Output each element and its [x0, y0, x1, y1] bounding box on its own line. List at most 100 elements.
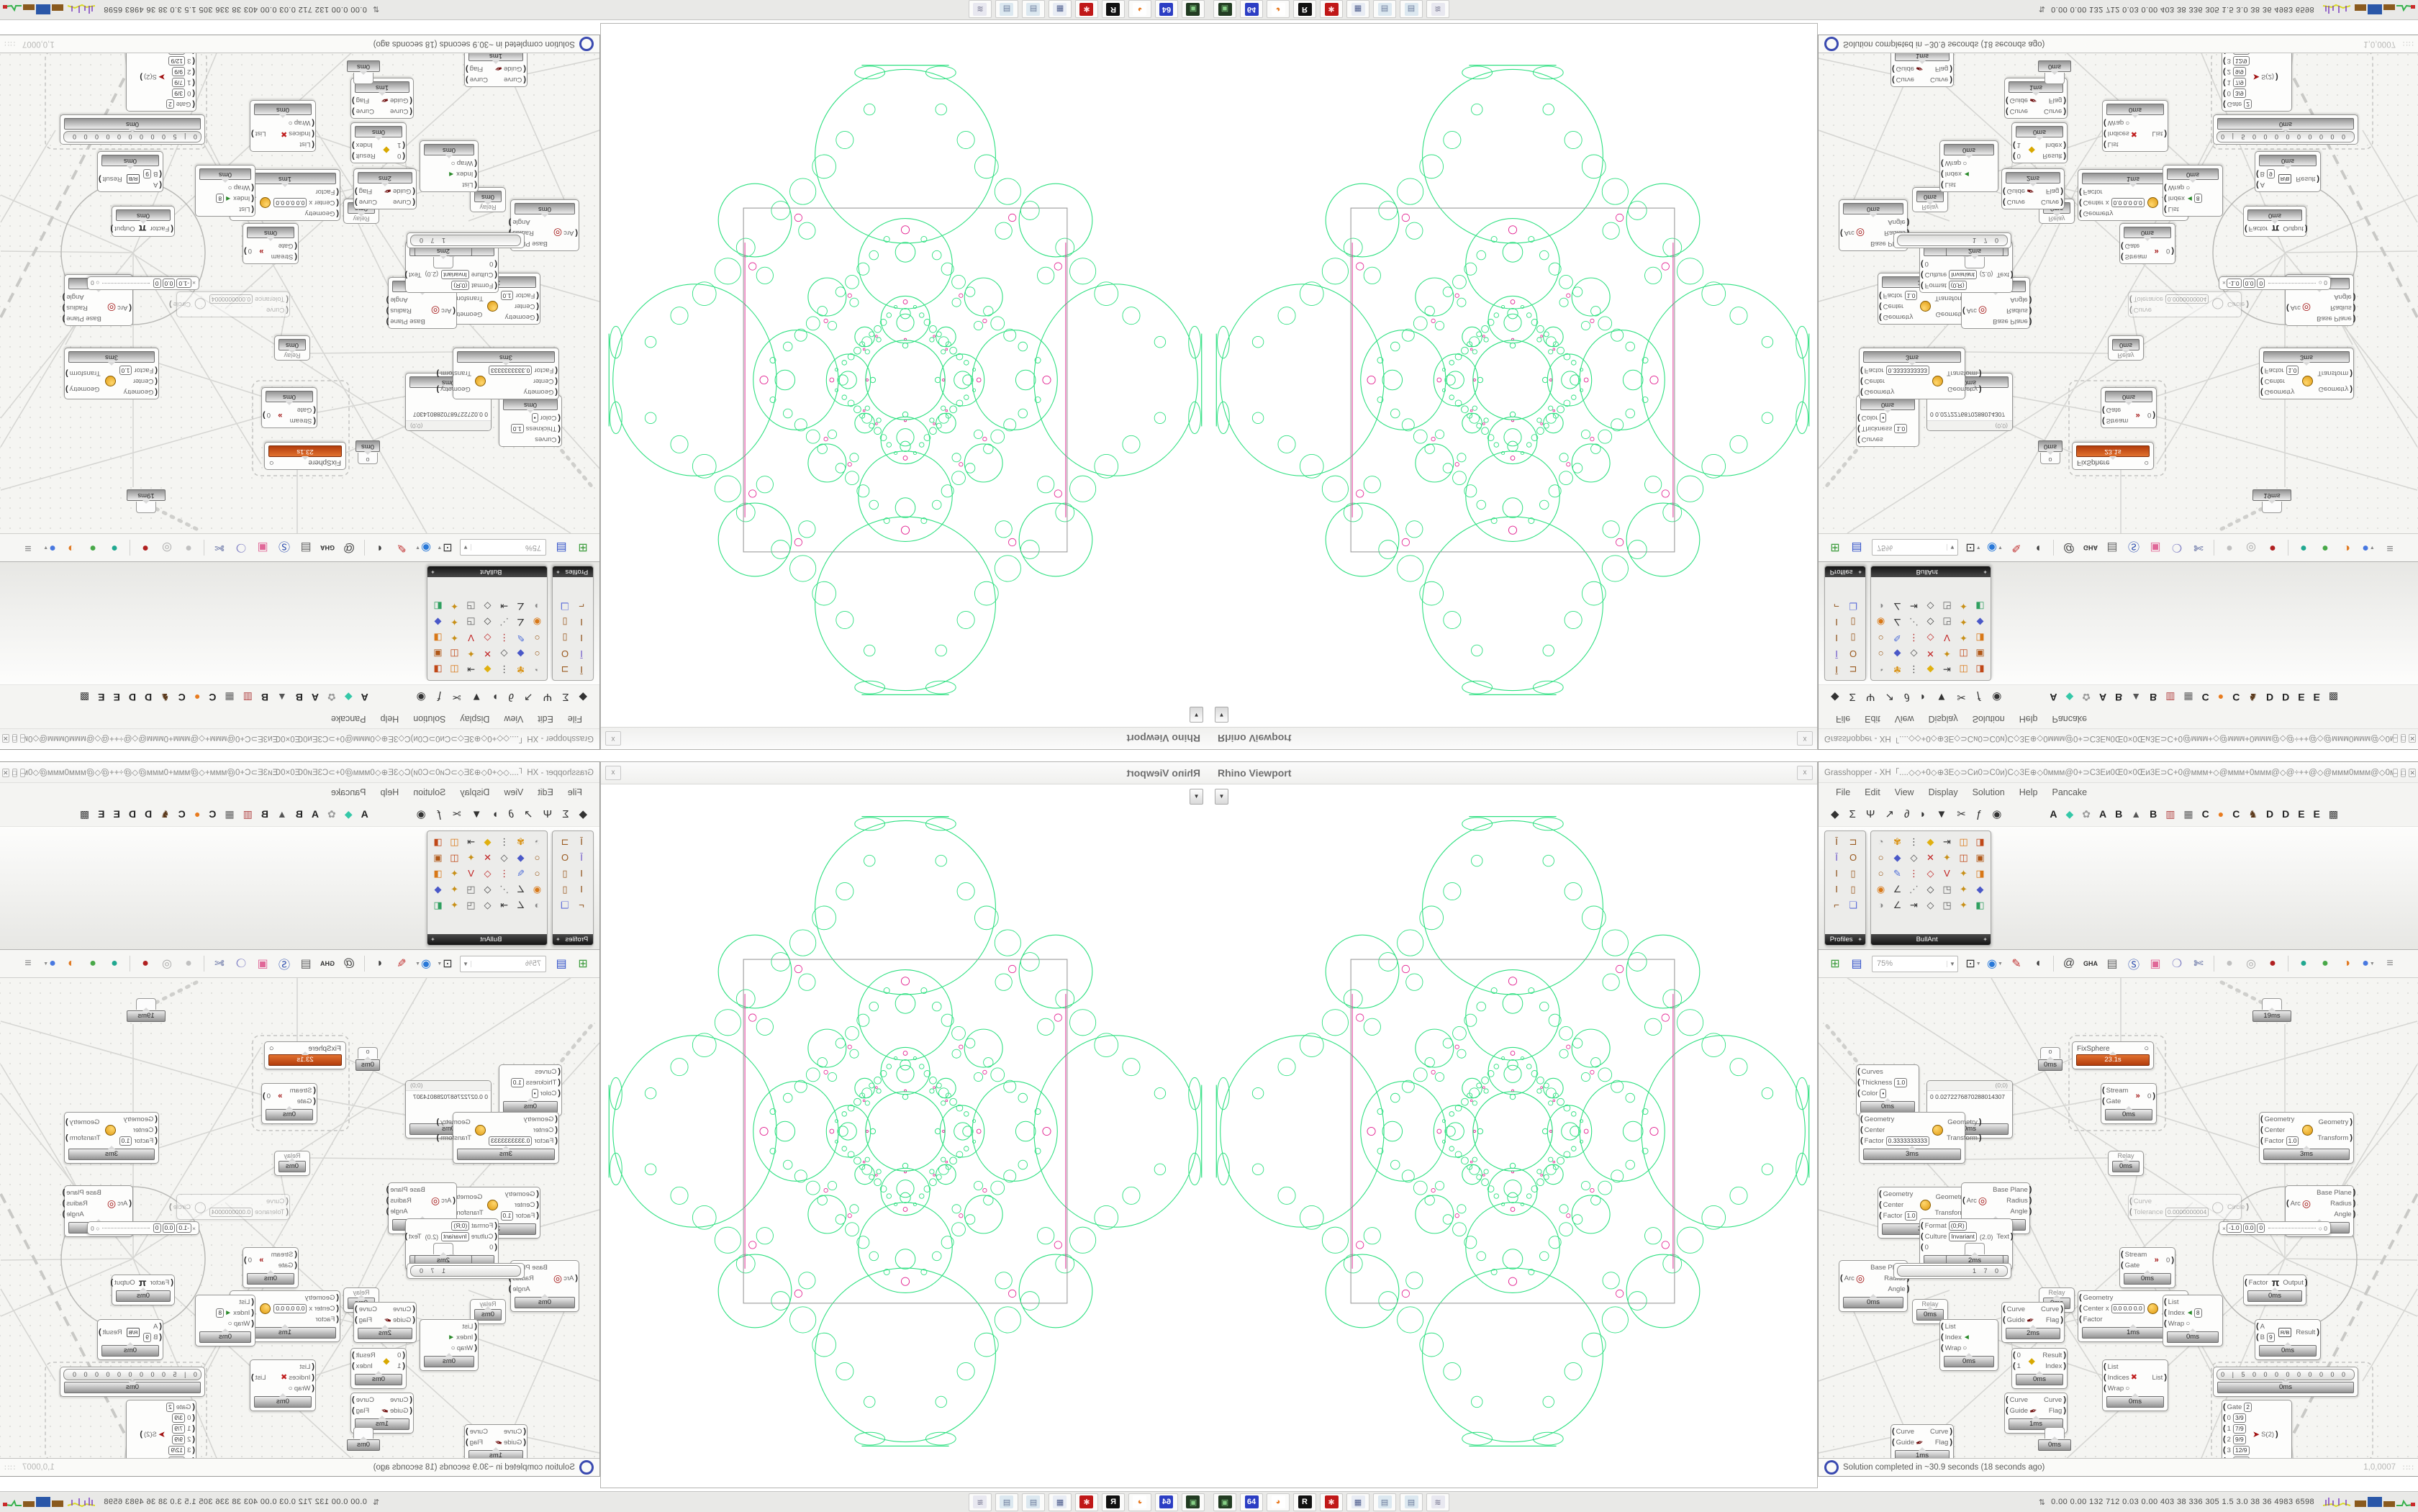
value-box[interactable]: ▪	[1880, 413, 1887, 422]
output-port[interactable]: Radius)	[2315, 1198, 2355, 1209]
output-port[interactable]: Geometry)	[1945, 384, 1981, 394]
rhino-viewport-canvas[interactable]: ▼	[1209, 24, 1817, 727]
toolbar-button-22[interactable]: ◑	[68, 957, 75, 969]
category-tab-icon-0[interactable]: ◆	[579, 807, 587, 820]
input-port[interactable]: (Factor 1.0	[500, 1210, 539, 1221]
input-port[interactable]: (Color ▪	[510, 1088, 561, 1099]
output-port[interactable]: List)	[2151, 128, 2167, 139]
output-port[interactable]: Base Plane)	[386, 316, 427, 327]
input-port[interactable]: (Curve	[2003, 1304, 2034, 1315]
input-port[interactable]: (Color ▪	[1857, 1088, 1908, 1099]
value-box[interactable]: 0	[2257, 279, 2265, 288]
palette-component-icon[interactable]: ⋰	[499, 617, 509, 628]
category-tab-icon-7[interactable]: ✂	[1957, 807, 1966, 820]
value-box[interactable]: 1.0	[1894, 1078, 1908, 1087]
palette-component-icon[interactable]: ⇥	[1910, 601, 1918, 612]
menu-item-edit[interactable]: Edit	[1865, 787, 1880, 797]
toolbar-button-13[interactable]: ❍	[235, 541, 247, 553]
palette-component-icon[interactable]: ✦	[1960, 601, 1968, 612]
value-box[interactable]: 15/9	[168, 1457, 186, 1458]
toolbar-button-21[interactable]: ●	[2322, 542, 2329, 554]
input-port[interactable]: (1	[2013, 1361, 2022, 1372]
value-box[interactable]: 0.0000000004	[2165, 294, 2209, 304]
palette-component-icon[interactable]: ◨	[1975, 633, 1985, 644]
category-tab-icon-1[interactable]: Σ	[562, 807, 569, 820]
input-port[interactable]: (Index ◄	[1941, 1332, 1970, 1343]
toolbar-button-23[interactable]: ● ▼	[2362, 542, 2375, 554]
palette-component-icon[interactable]: ✦	[1943, 648, 1951, 660]
input-port[interactable]: (Curve	[381, 1395, 412, 1405]
value-box[interactable]: 1.0	[1904, 291, 1918, 300]
category-tab-icon-3[interactable]: ↗	[524, 691, 533, 704]
palette-component-icon[interactable]: ✦	[1960, 883, 1968, 895]
palette-component-icon[interactable]: ✕	[1926, 851, 1934, 863]
category-tab-icon-6[interactable]: ▼	[471, 691, 482, 704]
palette-component-icon[interactable]: I	[580, 633, 583, 643]
toolbar-button-14[interactable]: ✄	[214, 958, 225, 970]
input-port[interactable]: (List	[2164, 204, 2203, 214]
category-tab-icon-2[interactable]: Ψ	[543, 807, 553, 820]
toolbar-button-3[interactable]: ⊡ ▼	[437, 541, 453, 553]
gh-node[interactable]: (0;0) 0 0.0272276870288014307 0ms	[1926, 1080, 2013, 1138]
value-box[interactable]: 0.0	[2242, 1223, 2256, 1233]
grasshopper-titlebar[interactable]: Grasshopper - XH「....◇◇+0◇⊕3E◇⊃Cи0⊃C0и)C…	[0, 728, 599, 749]
input-port[interactable]: (Stream	[270, 1249, 297, 1260]
value-box[interactable]: 0	[153, 1223, 161, 1233]
palette-component-icon[interactable]: ✦	[1960, 867, 1968, 879]
toolbar-button-24[interactable]: ≡	[2386, 957, 2394, 969]
grasshopper-titlebar[interactable]: Grasshopper - XH「....◇◇+0◇⊕3E◇⊃Cи0⊃C0и)C…	[0, 762, 599, 783]
input-port[interactable]: (415/9	[2223, 1456, 2252, 1458]
palette-component-icon[interactable]: ⇥	[500, 899, 508, 910]
output-port[interactable]: Text)	[404, 269, 422, 280]
plugin-tab-0[interactable]: A	[2050, 808, 2057, 820]
gh-node[interactable]: FixSphere ○ 23.1s	[264, 442, 346, 470]
output-port[interactable]: 0)	[244, 246, 253, 257]
palette-component-icon[interactable]: ◳	[466, 617, 476, 628]
value-box[interactable]: 9/9	[172, 1435, 186, 1444]
gh-node[interactable]: (List(Indices ✖(Wrap ○ List) 0ms	[250, 100, 316, 152]
input-port[interactable]: (Center	[500, 1200, 539, 1210]
value-box[interactable]: 0.3333333333	[1885, 1136, 1929, 1146]
palette-component-icon[interactable]: ◇	[1926, 617, 1934, 628]
output-port[interactable]: Curve)	[355, 1304, 379, 1315]
value-box[interactable]: -1.0	[2226, 1223, 2242, 1233]
input-port[interactable]: (Center	[1860, 1125, 1930, 1136]
input-port[interactable]: (List	[215, 204, 254, 214]
category-tab-icon-2[interactable]: Ψ	[1865, 691, 1875, 704]
plugin-tab-12[interactable]: ♞	[2248, 807, 2258, 820]
gh-node[interactable]: (Curve(Tolerance 0.0000000004 ◯ Circle)	[2128, 291, 2249, 317]
output-port[interactable]: Circle)	[2226, 1202, 2249, 1213]
palette-component-icon[interactable]: Ī	[580, 852, 583, 863]
category-tab-icon-4[interactable]: ∂	[1903, 807, 1910, 820]
input-port[interactable]: (Format (0;R)	[1921, 1221, 1978, 1231]
plugin-tab-3[interactable]: A	[2098, 692, 2107, 703]
menu-item-help[interactable]: Help	[380, 714, 399, 724]
category-tab-icon-5[interactable]: ◗	[1919, 807, 1926, 820]
toolbar-button-16[interactable]: ●	[185, 542, 192, 554]
input-port[interactable]: (A	[142, 1321, 162, 1332]
palette-component-icon[interactable]: ◫	[1959, 648, 1968, 660]
plugin-tab-16[interactable]: E	[2313, 692, 2320, 703]
input-port[interactable]: (Index ◄ 8	[2164, 1308, 2203, 1318]
input-port[interactable]: (Curve	[209, 304, 289, 315]
palette-component-icon[interactable]: ◇	[1910, 648, 1918, 660]
taskbar-app-calculator[interactable]: ▦	[1346, 1493, 1369, 1511]
palette-component-icon[interactable]: ◔	[534, 836, 540, 847]
output-port[interactable]: Radius)	[63, 302, 103, 313]
input-port[interactable]: (Factor 0.3333333333	[1860, 1136, 1930, 1146]
palette-component-icon[interactable]: ⋮	[1909, 633, 1919, 644]
palette-component-icon[interactable]: ◇	[484, 633, 492, 644]
toolbar-button-9[interactable]: GHA	[320, 544, 335, 551]
gh-node[interactable]: 19ms	[123, 998, 169, 1025]
close-button[interactable]: ✕	[2, 734, 9, 743]
palette-component-icon[interactable]: ◔	[1878, 836, 1884, 847]
input-port[interactable]: (Wrap ○	[281, 1383, 314, 1394]
input-port[interactable]: (Factor 1.0	[500, 290, 539, 301]
menu-item-edit[interactable]: Edit	[1865, 714, 1880, 724]
plugin-tab-10[interactable]: ●	[194, 808, 201, 820]
plugin-tab-1[interactable]: ◆	[2065, 807, 2074, 820]
vector-widget[interactable]: × -1.0 0.0 0 ○ 0	[2222, 1223, 2327, 1233]
palette-component-icon[interactable]: ▯	[562, 867, 568, 879]
